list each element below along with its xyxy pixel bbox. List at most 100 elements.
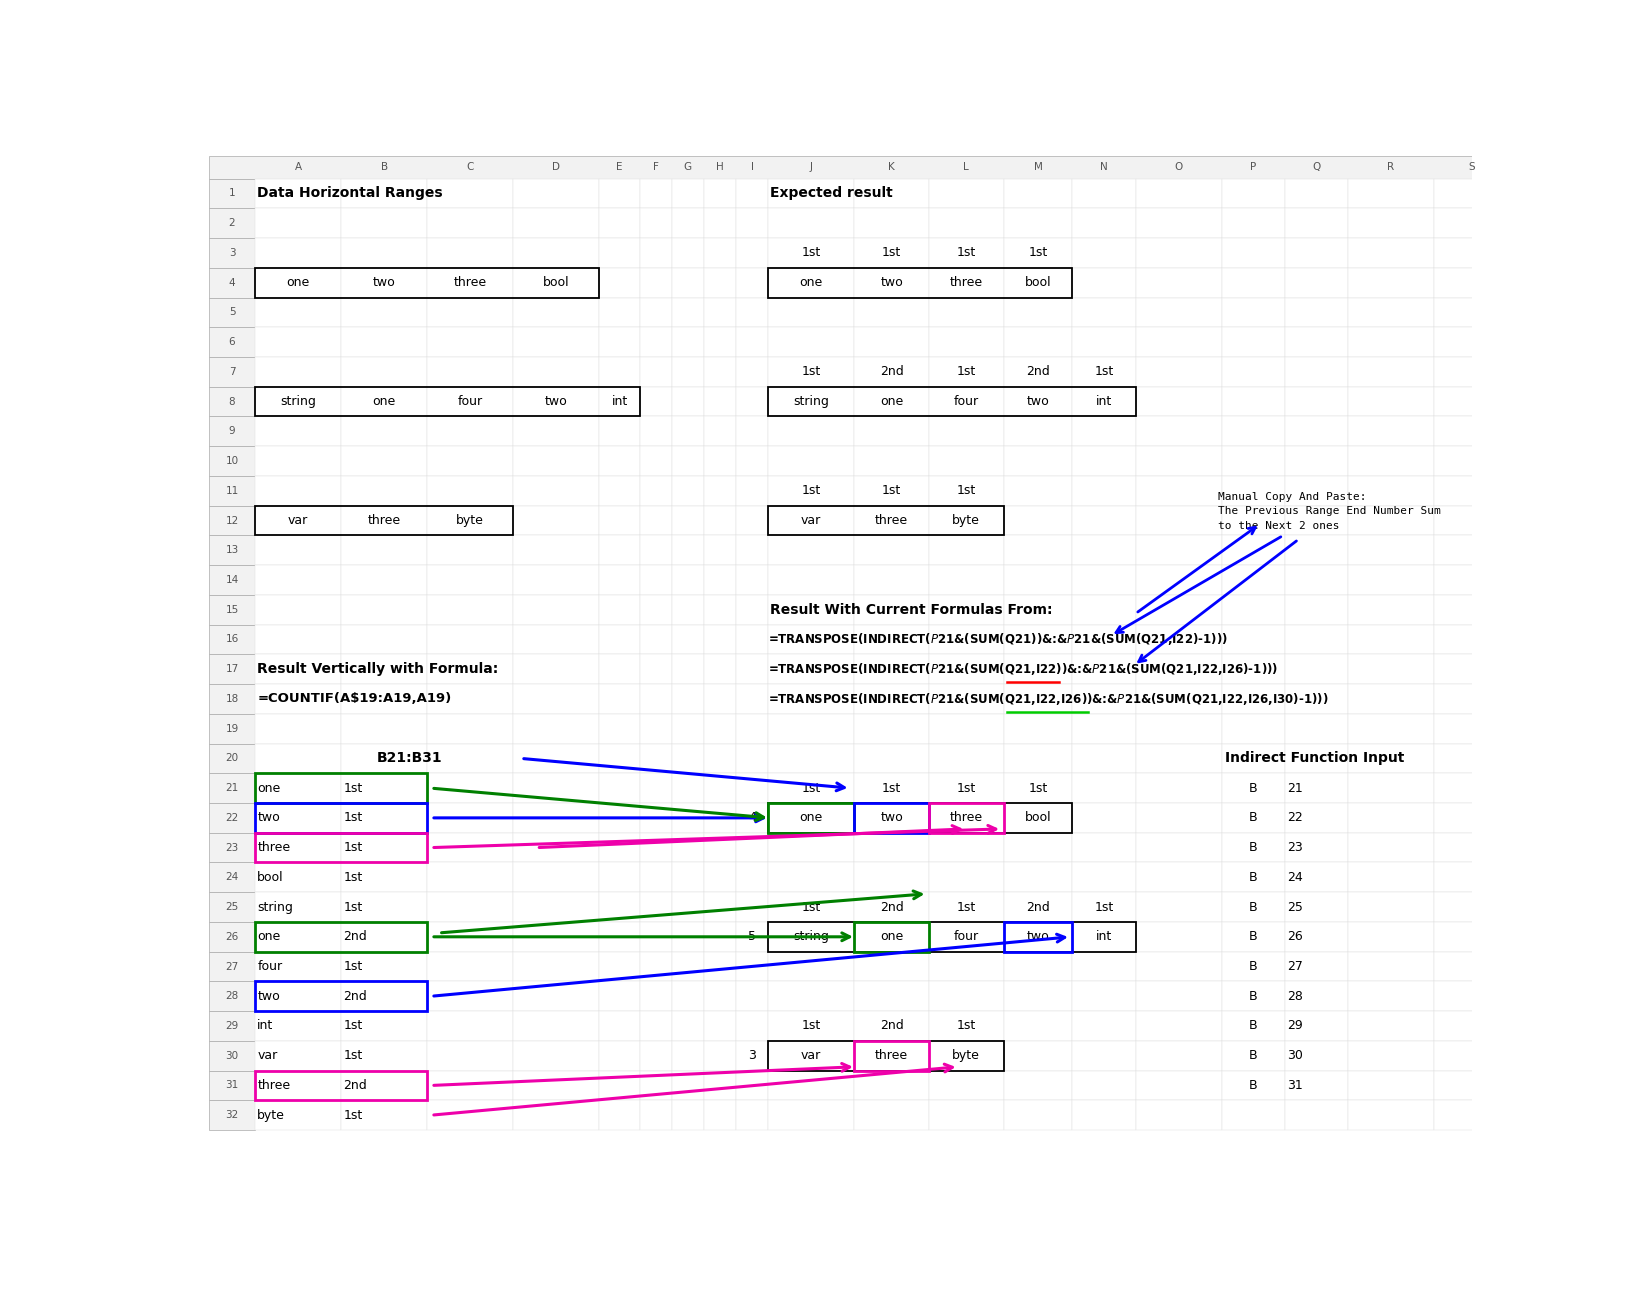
Bar <box>513 1071 600 1101</box>
Bar <box>1347 922 1432 951</box>
Text: B: B <box>1249 841 1257 854</box>
Bar <box>767 209 854 238</box>
Bar <box>513 654 600 684</box>
Bar <box>1432 238 1508 267</box>
Bar <box>256 803 426 833</box>
Bar <box>210 447 256 476</box>
Text: 2nd: 2nd <box>343 990 367 1003</box>
Bar <box>854 714 928 744</box>
Bar <box>736 1041 767 1071</box>
Text: 1st: 1st <box>801 366 821 379</box>
Bar <box>767 892 854 922</box>
Bar <box>639 654 672 684</box>
Bar <box>703 922 736 951</box>
Bar <box>1221 506 1283 535</box>
Text: 1st: 1st <box>343 871 362 884</box>
Bar <box>928 892 1003 922</box>
Bar <box>1003 476 1072 506</box>
Bar <box>672 1011 703 1041</box>
Bar <box>1221 654 1283 684</box>
Bar <box>1134 803 1221 833</box>
Text: Result With Current Formulas From:: Result With Current Formulas From: <box>770 602 1052 617</box>
Bar <box>1432 506 1508 535</box>
Bar <box>767 594 854 624</box>
Bar <box>1221 179 1283 209</box>
Bar <box>1003 357 1072 387</box>
Bar <box>767 506 1003 535</box>
Text: 8: 8 <box>228 397 236 406</box>
Text: three: three <box>257 841 290 854</box>
Bar <box>639 387 672 417</box>
Bar <box>854 1071 928 1101</box>
Text: 3: 3 <box>747 1049 756 1062</box>
Bar <box>639 447 672 476</box>
Bar <box>1134 833 1221 862</box>
Text: var: var <box>800 514 821 527</box>
Bar <box>736 833 767 862</box>
Bar <box>210 774 256 803</box>
Bar <box>1283 1071 1347 1101</box>
Bar <box>1221 535 1283 565</box>
Text: one: one <box>800 276 823 289</box>
Bar <box>928 803 1003 833</box>
Bar <box>703 714 736 744</box>
Bar <box>513 476 600 506</box>
Bar <box>1072 476 1134 506</box>
Bar <box>1072 387 1134 417</box>
Bar <box>1347 624 1432 654</box>
Bar <box>1221 594 1283 624</box>
Bar <box>1347 803 1432 833</box>
Text: two: two <box>372 276 395 289</box>
Bar <box>1134 267 1221 297</box>
Bar <box>1347 714 1432 744</box>
Bar <box>639 1011 672 1041</box>
Text: 1st: 1st <box>882 247 901 260</box>
Bar <box>767 862 854 892</box>
Bar <box>639 327 672 357</box>
Bar <box>1003 327 1072 357</box>
Text: 2: 2 <box>228 218 236 228</box>
Bar <box>513 714 600 744</box>
Bar <box>1221 267 1283 297</box>
Text: int: int <box>1095 395 1111 408</box>
Bar <box>210 892 256 922</box>
Bar <box>513 535 600 565</box>
Bar <box>1347 417 1432 447</box>
Bar <box>1003 238 1072 267</box>
Bar <box>426 892 513 922</box>
Bar <box>1134 179 1221 209</box>
Bar <box>703 803 736 833</box>
Bar <box>341 267 426 297</box>
Bar <box>1003 922 1072 951</box>
Bar <box>767 476 854 506</box>
Text: O: O <box>1174 162 1182 173</box>
Bar <box>256 506 513 535</box>
Bar <box>256 951 341 981</box>
Text: 7: 7 <box>228 367 236 376</box>
Text: 11: 11 <box>225 485 239 496</box>
Bar <box>672 327 703 357</box>
Bar <box>1221 892 1283 922</box>
Text: byte: byte <box>952 1049 980 1062</box>
Bar <box>256 535 341 565</box>
Text: 29: 29 <box>1287 1019 1301 1032</box>
Bar <box>854 209 928 238</box>
Bar <box>854 981 928 1011</box>
Bar <box>1432 1101 1508 1131</box>
Text: 1st: 1st <box>956 247 975 260</box>
Text: 13: 13 <box>225 545 239 556</box>
Bar <box>256 565 341 594</box>
Bar <box>703 476 736 506</box>
Bar <box>703 267 736 297</box>
Bar <box>426 417 513 447</box>
Text: 22: 22 <box>1287 811 1301 824</box>
Bar <box>672 922 703 951</box>
Text: 1st: 1st <box>1093 901 1113 914</box>
Text: 27: 27 <box>1287 961 1301 974</box>
Bar <box>210 922 256 951</box>
Bar <box>1003 684 1072 714</box>
Bar <box>1432 862 1508 892</box>
Bar <box>210 267 256 297</box>
Bar <box>1432 476 1508 506</box>
Bar <box>600 744 639 774</box>
